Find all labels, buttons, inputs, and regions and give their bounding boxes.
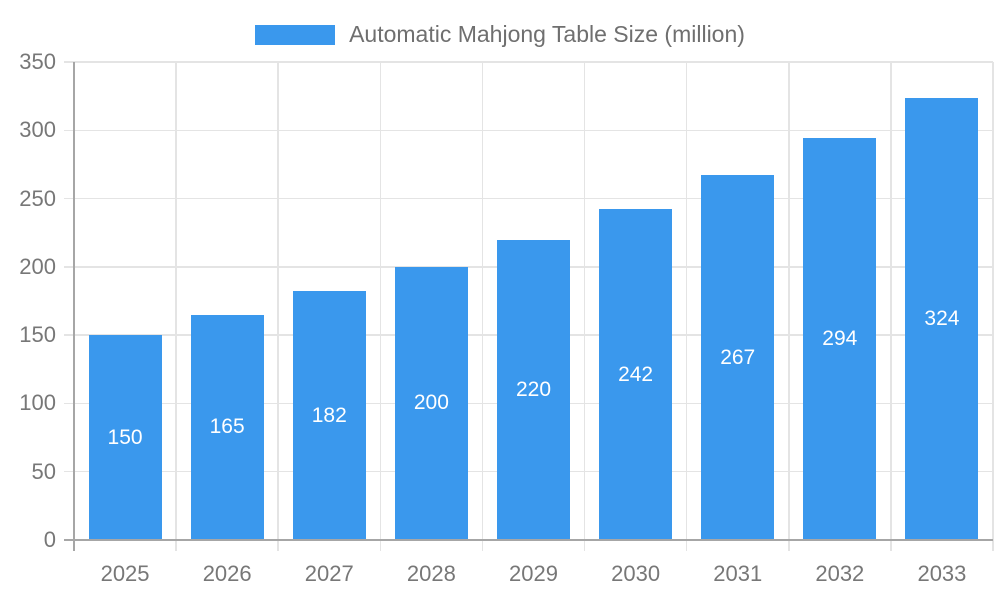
bar-value-label: 150 (107, 425, 143, 449)
bar-value-label: 165 (209, 415, 245, 439)
y-gridline (74, 129, 993, 132)
bar[interactable] (394, 266, 468, 540)
x-tick (481, 540, 484, 551)
x-axis-label: 2028 (406, 561, 456, 586)
x-gridline (481, 62, 484, 540)
x-gridline (277, 62, 279, 540)
bar[interactable] (803, 138, 877, 540)
y-tick (64, 402, 74, 405)
y-gridline (74, 61, 993, 63)
y-tick (64, 266, 74, 268)
x-gridline (890, 62, 892, 540)
x-gridline (379, 62, 382, 540)
bar-value-label: 267 (720, 345, 756, 369)
legend-label: Automatic Mahjong Table Size (million) (349, 21, 745, 47)
x-gridline (175, 62, 177, 540)
y-axis-label: 350 (19, 49, 56, 74)
bar[interactable] (701, 175, 775, 540)
bar-value-label: 324 (924, 306, 960, 330)
y-axis-label: 150 (19, 322, 56, 348)
y-axis-line (73, 62, 75, 551)
x-axis-label: 2029 (509, 561, 558, 586)
x-axis-label: 2033 (917, 561, 967, 586)
x-axis-label: 2027 (304, 561, 354, 586)
y-axis-label: 300 (19, 117, 56, 143)
x-tick (992, 540, 994, 551)
x-tick (175, 540, 177, 551)
bar[interactable] (497, 239, 570, 540)
x-axis-label: 2032 (815, 561, 865, 586)
x-axis-label: 2030 (611, 561, 661, 586)
x-gridline (583, 62, 586, 540)
legend-swatch (255, 24, 336, 45)
x-tick (379, 540, 382, 551)
y-gridline (74, 197, 993, 200)
bar[interactable] (292, 291, 366, 540)
bar-value-label: 200 (413, 391, 449, 415)
bar[interactable] (599, 209, 673, 540)
x-tick (685, 540, 688, 551)
bar[interactable] (190, 314, 264, 540)
y-axis-label: 100 (19, 390, 56, 416)
y-tick (64, 197, 74, 200)
y-axis-label: 50 (31, 458, 56, 484)
y-axis-label: 200 (19, 253, 56, 279)
x-tick (890, 540, 892, 551)
x-axis-line (64, 539, 993, 541)
y-tick (64, 334, 74, 336)
bar-value-label: 220 (515, 377, 552, 401)
bar-value-label: 182 (311, 403, 347, 427)
x-gridline (685, 62, 688, 540)
bar-value-label: 294 (822, 327, 858, 351)
x-gridline (992, 62, 994, 540)
x-axis-label: 2026 (202, 561, 252, 586)
x-tick (277, 540, 279, 551)
x-axis-label: 2025 (100, 561, 150, 586)
y-tick (64, 61, 74, 63)
y-tick (64, 129, 74, 132)
y-axis-label: 250 (19, 185, 56, 211)
bar-value-label: 242 (618, 362, 654, 386)
y-axis-label: 0 (43, 527, 56, 552)
x-tick (788, 540, 790, 551)
x-tick (583, 540, 586, 551)
x-axis-label: 2031 (713, 561, 763, 586)
legend[interactable]: Automatic Mahjong Table Size (million) (0, 21, 1000, 48)
bar[interactable] (905, 97, 979, 540)
x-gridline (788, 62, 790, 540)
y-tick (64, 470, 74, 473)
bar[interactable] (88, 335, 162, 540)
